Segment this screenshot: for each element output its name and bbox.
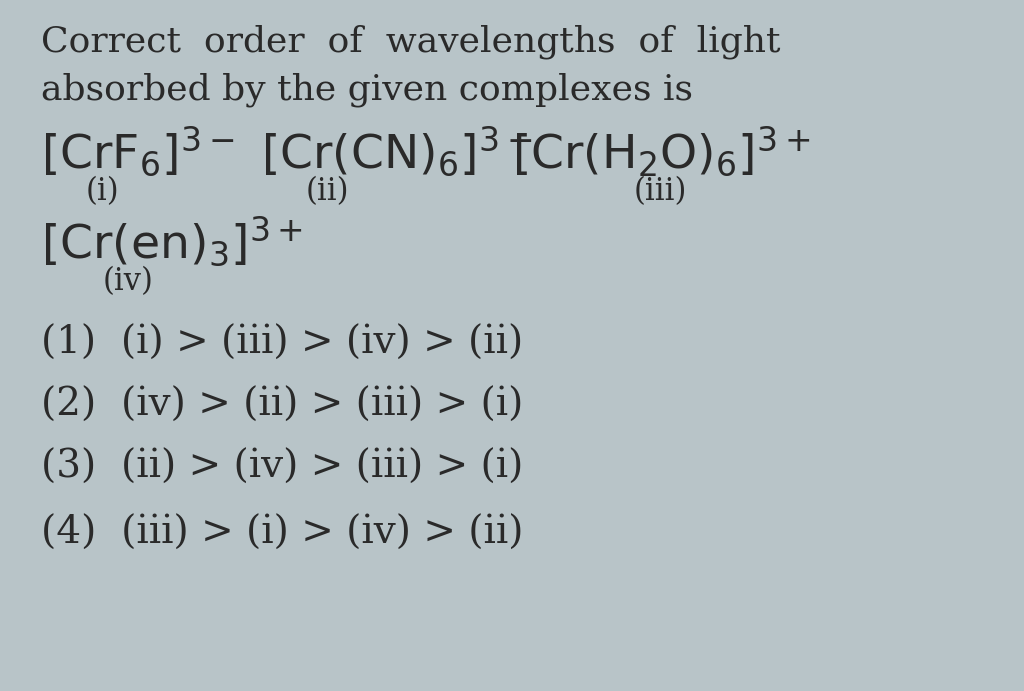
Text: $[\mathrm{CrF_6}]^{3-}$: $[\mathrm{CrF_6}]^{3-}$ bbox=[41, 124, 234, 178]
Text: (4)  (iii) > (i) > (iv) > (ii): (4) (iii) > (i) > (iv) > (ii) bbox=[41, 515, 523, 552]
Text: (1)  (i) > (iii) > (iv) > (ii): (1) (i) > (iii) > (iv) > (ii) bbox=[41, 325, 523, 362]
Text: absorbed by the given complexes is: absorbed by the given complexes is bbox=[41, 73, 693, 107]
Text: $[\mathrm{Cr(H_2O)_6}]^{3+}$: $[\mathrm{Cr(H_2O)_6}]^{3+}$ bbox=[512, 124, 810, 178]
Text: $[\mathrm{Cr(CN)_6}]^{3-}$: $[\mathrm{Cr(CN)_6}]^{3-}$ bbox=[261, 124, 532, 178]
Text: (iv): (iv) bbox=[102, 266, 154, 297]
Text: (2)  (iv) > (ii) > (iii) > (i): (2) (iv) > (ii) > (iii) > (i) bbox=[41, 387, 523, 424]
Text: (iii): (iii) bbox=[634, 176, 687, 207]
Text: (i): (i) bbox=[86, 176, 119, 207]
Text: Correct  order  of  wavelengths  of  light: Correct order of wavelengths of light bbox=[41, 24, 780, 59]
Text: (3)  (ii) > (iv) > (iii) > (i): (3) (ii) > (iv) > (iii) > (i) bbox=[41, 449, 523, 486]
Text: (ii): (ii) bbox=[306, 176, 349, 207]
Text: $[\mathrm{Cr(en)_3}]^{3+}$: $[\mathrm{Cr(en)_3}]^{3+}$ bbox=[41, 214, 303, 268]
